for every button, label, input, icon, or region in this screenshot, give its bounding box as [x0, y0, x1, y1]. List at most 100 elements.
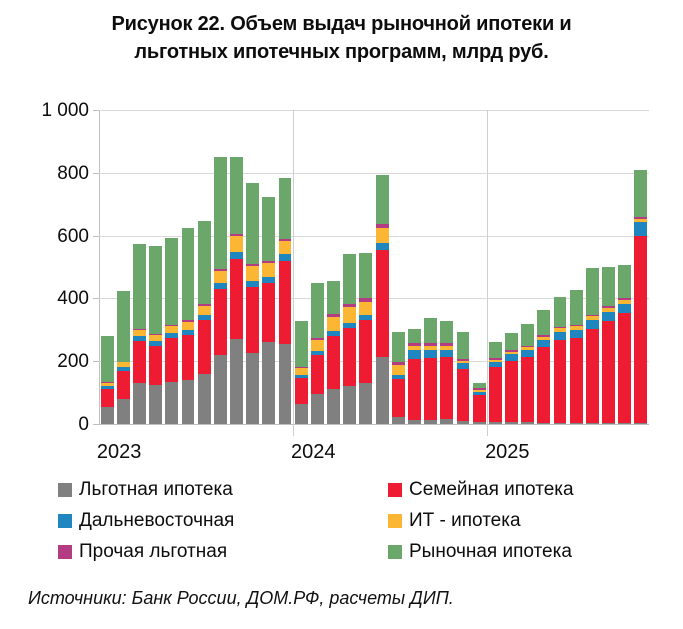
bar-column[interactable] [602, 266, 616, 424]
legend-item[interactable]: Семейная ипотека [388, 479, 658, 501]
bar-segment [375, 249, 389, 357]
bar-segment [488, 422, 502, 424]
bar-segment [213, 282, 227, 289]
bar-column[interactable] [407, 328, 421, 424]
bar-column[interactable] [246, 182, 260, 424]
bar-segment [294, 375, 308, 379]
bar-column[interactable] [569, 289, 583, 424]
bar-column[interactable] [618, 265, 632, 424]
bar-segment [262, 277, 276, 283]
legend-item[interactable]: ИТ - ипотека [388, 510, 658, 532]
bar-column[interactable] [553, 296, 567, 424]
bar-column[interactable] [294, 321, 308, 424]
bar-segment [456, 363, 470, 370]
bar-segment [181, 321, 195, 330]
bar-segment [391, 364, 405, 376]
bar-segment [618, 313, 632, 424]
bar-segment [343, 307, 357, 323]
bar-segment [213, 288, 227, 355]
bar-column[interactable] [391, 332, 405, 424]
bar-column[interactable] [521, 323, 535, 424]
bar-segment [521, 356, 535, 423]
bar-column[interactable] [149, 246, 163, 424]
y-axis-tick-label: 800 [57, 162, 89, 184]
gridline [99, 298, 649, 300]
bar-column[interactable] [488, 342, 502, 424]
bar-segment [553, 331, 567, 340]
bar-segment [456, 369, 470, 421]
bar-segment [294, 366, 308, 369]
bar-segment [181, 334, 195, 381]
legend-item[interactable]: Льготная ипотека [58, 479, 388, 501]
bar-column[interactable] [440, 321, 454, 424]
bar-column[interactable] [375, 175, 389, 424]
bar-column[interactable] [456, 332, 470, 424]
bar-segment [100, 382, 114, 386]
bar-column[interactable] [585, 267, 599, 424]
bar-segment [278, 240, 292, 254]
bar-segment [488, 358, 502, 360]
bar-column[interactable] [505, 332, 518, 424]
bar-segment [602, 305, 616, 308]
bar-segment [230, 339, 243, 424]
bar-segment [407, 420, 421, 424]
bar-column[interactable] [165, 238, 179, 424]
bar-segment [262, 262, 276, 278]
bar-segment [440, 321, 454, 344]
bar-segment [213, 157, 227, 269]
bar-segment [424, 317, 438, 343]
bar-segment [553, 328, 567, 332]
y-axis-tick [93, 110, 99, 111]
bar-column[interactable] [181, 227, 195, 424]
bar-segment [165, 332, 179, 338]
bar-column[interactable] [424, 317, 438, 424]
bar-column[interactable] [262, 196, 276, 424]
bar-segment [585, 316, 599, 321]
bar-column[interactable] [634, 170, 648, 424]
bar-segment [634, 217, 648, 219]
bar-column[interactable] [230, 156, 243, 424]
bar-segment [391, 332, 405, 363]
bar-column[interactable] [278, 177, 292, 424]
bar-segment [246, 353, 260, 424]
bar-segment [310, 350, 324, 355]
bar-segment [132, 383, 146, 424]
bar-column[interactable] [537, 310, 551, 424]
chart-legend: Льготная ипотека Семейная ипотека Дальнево… [58, 474, 658, 567]
bar-segment [634, 221, 648, 237]
bar-segment [537, 336, 551, 340]
x-axis-line [99, 424, 649, 425]
bar-segment [407, 342, 421, 347]
bar-segment [230, 235, 243, 252]
bar-column[interactable] [472, 382, 486, 424]
bar-segment [327, 389, 341, 424]
bar-segment [197, 304, 211, 306]
bar-segment [440, 419, 454, 424]
bar-segment [440, 349, 454, 357]
bar-segment [165, 337, 179, 382]
bar-column[interactable] [310, 283, 324, 424]
bar-column[interactable] [327, 281, 341, 424]
bar-column[interactable] [197, 220, 211, 424]
bar-segment [537, 339, 551, 348]
bar-segment [278, 260, 292, 344]
bar-segment [100, 381, 114, 383]
bar-segment [569, 324, 583, 327]
bar-segment [359, 301, 373, 315]
bar-segment [585, 320, 599, 329]
bar-segment [294, 321, 308, 367]
legend-item[interactable]: Рыночная ипотека [388, 541, 658, 563]
bar-column[interactable] [213, 157, 227, 424]
legend-item[interactable]: Прочая льготная [58, 541, 388, 563]
bar-column[interactable] [116, 290, 130, 424]
bar-segment [310, 354, 324, 395]
bar-column[interactable] [132, 244, 146, 424]
legend-item[interactable]: Дальневосточная [58, 510, 388, 532]
bar-segment [132, 340, 146, 384]
bar-segment [391, 362, 405, 365]
bar-segment [213, 354, 227, 424]
bar-column[interactable] [343, 253, 357, 424]
y-axis-line [99, 110, 100, 424]
bar-column[interactable] [359, 252, 373, 424]
bar-column[interactable] [100, 336, 114, 424]
